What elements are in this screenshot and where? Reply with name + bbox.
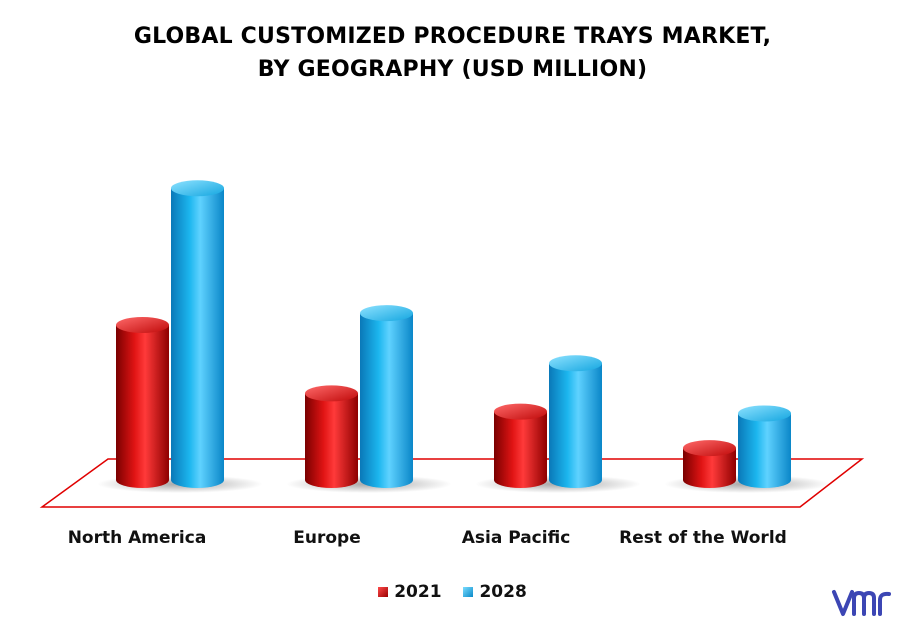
bar-north-america-2021	[116, 317, 169, 488]
bar-cap-north-america-2021	[116, 317, 169, 333]
bar-cap-north-america-2028	[171, 180, 224, 196]
bar-cap-europe-2021	[305, 385, 358, 401]
legend-item-2028: 2028	[463, 582, 526, 602]
bar-cap-rest-of-the-world-2021	[683, 440, 736, 456]
legend-item-2021: 2021	[378, 582, 441, 602]
bar-body-rest-of-the-world-2028	[738, 413, 791, 488]
bar-cap-asia-pacific-2021	[494, 404, 547, 420]
x-tick-label-rest-of-the-world: Rest of the World	[619, 528, 787, 548]
bars	[116, 180, 791, 488]
legend-label-2021: 2021	[394, 582, 441, 602]
bar-rest-of-the-world-2021	[683, 440, 736, 488]
legend: 2021 2028	[0, 582, 905, 602]
category-labels: North America Europe Asia Pacific Rest of t…	[68, 528, 787, 548]
bar-europe-2028	[360, 305, 413, 488]
bar-cap-asia-pacific-2028	[549, 355, 602, 371]
bar-cap-europe-2028	[360, 305, 413, 321]
x-tick-label-north-america: North America	[68, 528, 207, 548]
bar-body-europe-2028	[360, 313, 413, 488]
bar-body-asia-pacific-2021	[494, 412, 547, 488]
vmr-logo-icon	[831, 584, 897, 620]
bar-north-america-2028	[171, 180, 224, 488]
bar-body-north-america-2028	[171, 188, 224, 488]
legend-label-2028: 2028	[479, 582, 526, 602]
x-tick-label-europe: Europe	[293, 528, 360, 548]
x-tick-label-asia-pacific: Asia Pacific	[462, 528, 571, 548]
bar-rest-of-the-world-2028	[738, 405, 791, 488]
legend-swatch-2028	[463, 587, 473, 597]
bar-body-north-america-2021	[116, 325, 169, 488]
bar-asia-pacific-2028	[549, 355, 602, 488]
bar-asia-pacific-2021	[494, 404, 547, 488]
bar-body-europe-2021	[305, 393, 358, 488]
bar-europe-2021	[305, 385, 358, 488]
bar-body-asia-pacific-2028	[549, 363, 602, 488]
legend-swatch-2021	[378, 587, 388, 597]
bar-cap-rest-of-the-world-2028	[738, 405, 791, 421]
